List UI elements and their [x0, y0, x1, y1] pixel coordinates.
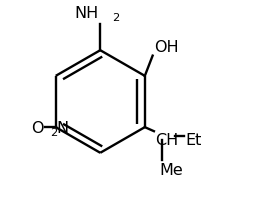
Text: N: N: [57, 120, 69, 135]
Text: CH: CH: [155, 133, 179, 147]
Text: 2: 2: [50, 128, 58, 137]
Text: NH: NH: [75, 6, 99, 21]
Text: O: O: [32, 120, 44, 135]
Text: Et: Et: [185, 133, 201, 147]
Text: 2: 2: [112, 13, 119, 23]
Text: OH: OH: [154, 39, 179, 54]
Text: Me: Me: [159, 162, 183, 177]
